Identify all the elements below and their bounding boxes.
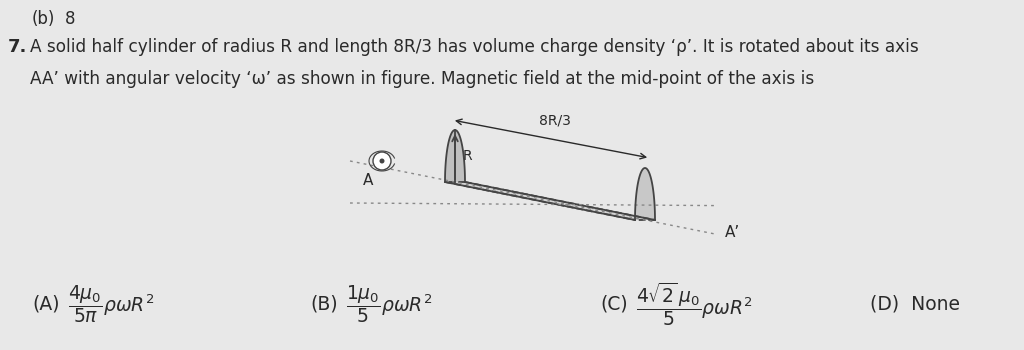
- Text: R: R: [463, 149, 473, 163]
- Text: A’: A’: [725, 225, 740, 240]
- Text: (A): (A): [32, 294, 59, 314]
- Text: (D)  None: (D) None: [870, 294, 959, 314]
- Text: A: A: [362, 173, 373, 188]
- Text: $\dfrac{4\sqrt{2}\,\mu_0}{5}\rho\omega R^2$: $\dfrac{4\sqrt{2}\,\mu_0}{5}\rho\omega R…: [636, 280, 753, 328]
- Text: 8R/3: 8R/3: [539, 114, 571, 128]
- Polygon shape: [445, 182, 655, 220]
- Text: 7.: 7.: [8, 38, 28, 56]
- Circle shape: [373, 152, 391, 170]
- Text: A solid half cylinder of radius R and length 8R/3 has volume charge density ‘ρ’.: A solid half cylinder of radius R and le…: [30, 38, 919, 56]
- Text: $\dfrac{1\mu_0}{5}\rho\omega R^2$: $\dfrac{1\mu_0}{5}\rho\omega R^2$: [346, 283, 432, 325]
- Text: AA’ with angular velocity ‘ω’ as shown in figure. Magnetic field at the mid-poin: AA’ with angular velocity ‘ω’ as shown i…: [30, 70, 814, 88]
- Text: $\dfrac{4\mu_0}{5\pi}\rho\omega R^2$: $\dfrac{4\mu_0}{5\pi}\rho\omega R^2$: [68, 283, 155, 325]
- Polygon shape: [445, 182, 655, 220]
- Text: 8: 8: [65, 10, 76, 28]
- Polygon shape: [445, 130, 465, 182]
- Circle shape: [380, 159, 384, 163]
- Text: (C): (C): [600, 294, 628, 314]
- Text: (b): (b): [32, 10, 55, 28]
- Text: (B): (B): [310, 294, 338, 314]
- Polygon shape: [635, 168, 655, 220]
